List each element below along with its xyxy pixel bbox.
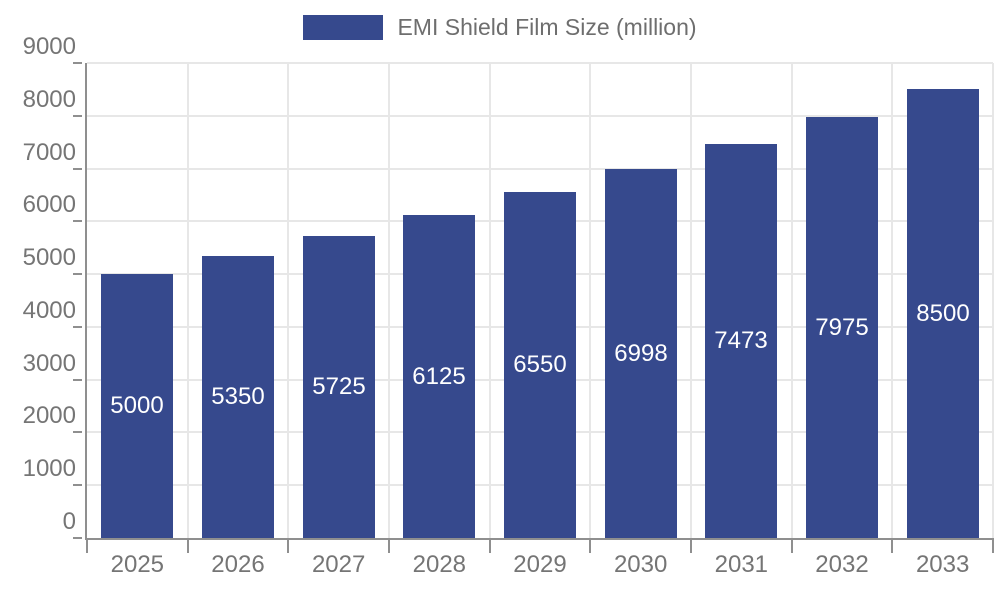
x-axis-tick-label: 2031 [714,551,769,578]
legend[interactable]: EMI Shield Film Size (million) [0,14,1000,41]
x-axis-tick [891,538,893,553]
x-axis-tick [287,538,289,553]
x-axis-tick [589,538,591,553]
gridline-vertical [388,63,390,538]
bar-value-label: 5000 [110,392,164,419]
y-axis-tick [73,273,82,275]
y-axis-tick-label: 1000 [22,455,76,482]
y-axis-tick [73,62,82,64]
gridline-vertical [187,63,189,538]
bar-value-label: 5350 [211,383,265,410]
legend-label: EMI Shield Film Size (million) [397,14,697,40]
x-axis-tick-label: 2028 [412,551,467,578]
bar-value-label: 6998 [614,339,668,367]
bar-2031[interactable]: 7473 [705,144,777,538]
bar-2029[interactable]: 6550 [504,192,576,538]
bar-2025[interactable]: 5000 [101,274,173,538]
x-axis-tick [992,538,994,553]
y-axis-tick [73,115,82,117]
y-axis-tick-label: 4000 [22,297,76,324]
y-axis-tick-label: 6000 [22,191,76,218]
x-axis-tick [388,538,390,553]
bar-value-label: 7473 [714,327,768,354]
gridline-vertical [287,63,289,538]
x-axis-tick-label: 2030 [613,551,668,578]
y-axis-tick [73,484,82,486]
x-axis-tick [791,538,793,553]
gridline-horizontal [87,168,993,170]
x-axis-tick [690,538,692,553]
y-axis-tick-label: 8000 [22,86,76,113]
y-axis-tick [73,220,82,222]
bar-2032[interactable]: 7975 [806,117,878,538]
gridline-horizontal [87,115,993,117]
gridline-vertical [589,63,591,538]
y-axis-tick-label: 7000 [22,139,76,166]
bar-2026[interactable]: 5350 [202,256,274,538]
bar-2027[interactable]: 5725 [303,236,375,538]
bar-value-label: 7975 [815,313,869,341]
y-axis-tick-label: 5000 [22,244,76,271]
y-axis-tick [73,379,82,381]
bar-2030[interactable]: 6998 [605,169,677,538]
x-axis-tick [86,538,88,553]
x-axis-tick-label: 2029 [513,551,567,578]
bar-2033[interactable]: 8500 [907,89,979,538]
x-axis-tick-label: 2027 [311,551,366,578]
plot-area: 0 1000 2000 3000 4000 5000 6000 7000 8000 9000 202… [23,33,994,578]
gridline-vertical [891,63,893,538]
bar-value-label: 8500 [916,299,970,327]
gridline-horizontal [87,62,993,64]
y-axis-tick-label: 2000 [22,402,76,429]
x-axis-tick [489,538,491,553]
y-axis-tick [73,168,82,170]
y-axis-tick [73,326,82,328]
bar-value-label: 6125 [412,362,466,390]
y-axis-tick-label: 3000 [22,350,76,377]
y-axis-tick [73,431,82,433]
y-axis-tick-label: 9000 [22,33,76,60]
x-axis-tick-label: 2033 [915,551,970,578]
x-axis-tick-label: 2032 [815,551,869,578]
x-axis-tick [187,538,189,553]
legend-swatch [303,15,384,40]
gridline-vertical [690,63,692,538]
x-axis-line [85,538,993,540]
gridline-vertical [791,63,793,538]
x-axis-tick-label: 2025 [110,551,165,578]
gridline-vertical [489,63,491,538]
y-axis-tick [73,537,82,539]
y-axis-tick-label: 0 [62,508,76,535]
bar-2028[interactable]: 6125 [403,215,475,538]
gridline-vertical [992,63,994,538]
bar-value-label: 5725 [312,373,366,400]
bar-value-label: 6550 [513,351,567,378]
y-axis-line [85,63,87,538]
x-axis-tick-label: 2026 [211,551,265,578]
